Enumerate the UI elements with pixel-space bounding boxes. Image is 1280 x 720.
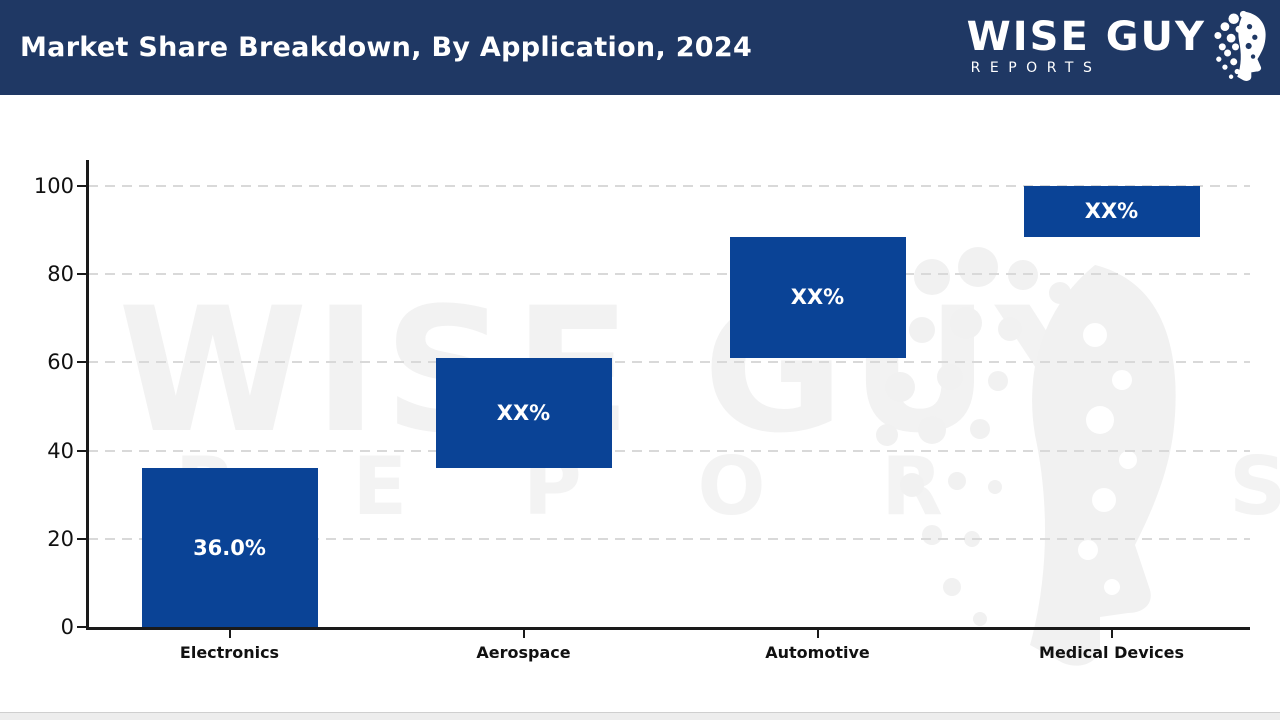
- header-bar: Market Share Breakdown, By Application, …: [0, 0, 1280, 95]
- y-tick-mark-60: [77, 361, 86, 364]
- gridline-20: [88, 537, 1250, 540]
- bar-aerospace: XX%: [435, 357, 612, 469]
- y-tick-mark-100: [77, 185, 86, 187]
- page-title: Market Share Breakdown, By Application, …: [20, 32, 753, 63]
- bar-automotive: XX%: [729, 236, 906, 358]
- x-tick-mark-4: [1110, 630, 1113, 638]
- brand-subtitle: REPORTS: [970, 59, 1102, 76]
- y-tick-label-60: 60: [47, 350, 74, 375]
- category-label-medical-devices: Medical Devices: [1039, 643, 1184, 662]
- gridline-80: [88, 273, 1250, 276]
- footer-strip: [0, 712, 1280, 720]
- y-tick-mark-20: [77, 537, 86, 540]
- bar-value-label: 36.0%: [193, 535, 266, 560]
- brand-logo: WISE GUY REPORTS: [967, 5, 1268, 87]
- y-tick-mark-0: [77, 626, 86, 628]
- y-tick-label-20: 20: [47, 526, 74, 551]
- category-label-aerospace: Aerospace: [476, 643, 571, 662]
- y-tick-mark-40: [77, 449, 86, 452]
- brand-logo-text: WISE GUY REPORTS: [967, 17, 1206, 76]
- y-tick-label-80: 80: [47, 262, 74, 287]
- y-tick-label-0: 0: [60, 615, 74, 639]
- y-tick-label-100: 100: [33, 174, 74, 198]
- y-axis-line: [86, 160, 89, 630]
- x-axis-line: [86, 627, 1250, 630]
- bar-value-label: XX%: [790, 285, 845, 310]
- x-tick-mark-3: [816, 630, 819, 638]
- bar-electronics: 36.0%: [141, 468, 318, 627]
- gridline-100: [88, 185, 1250, 187]
- bar-medical-devices: XX%: [1023, 186, 1200, 237]
- gridline-60: [88, 361, 1250, 364]
- x-tick-mark-2: [522, 630, 525, 638]
- x-tick-mark-1: [228, 630, 231, 638]
- brand-face-icon: [1214, 10, 1266, 81]
- bar-value-label: XX%: [496, 401, 551, 426]
- category-label-electronics: Electronics: [179, 643, 280, 662]
- y-tick-label-40: 40: [47, 438, 74, 463]
- watermark-face-icon: [872, 247, 1176, 666]
- gridline-40: [88, 449, 1250, 452]
- category-label-automotive: Automotive: [765, 643, 870, 662]
- y-tick-mark-80: [77, 273, 86, 276]
- bar-value-label: XX%: [1084, 199, 1139, 224]
- chart-area: WISE GUY R E P O R T S 0 20 40 60 80 100 36.0%…: [0, 95, 1280, 713]
- brand-name: WISE GUY: [966, 13, 1206, 60]
